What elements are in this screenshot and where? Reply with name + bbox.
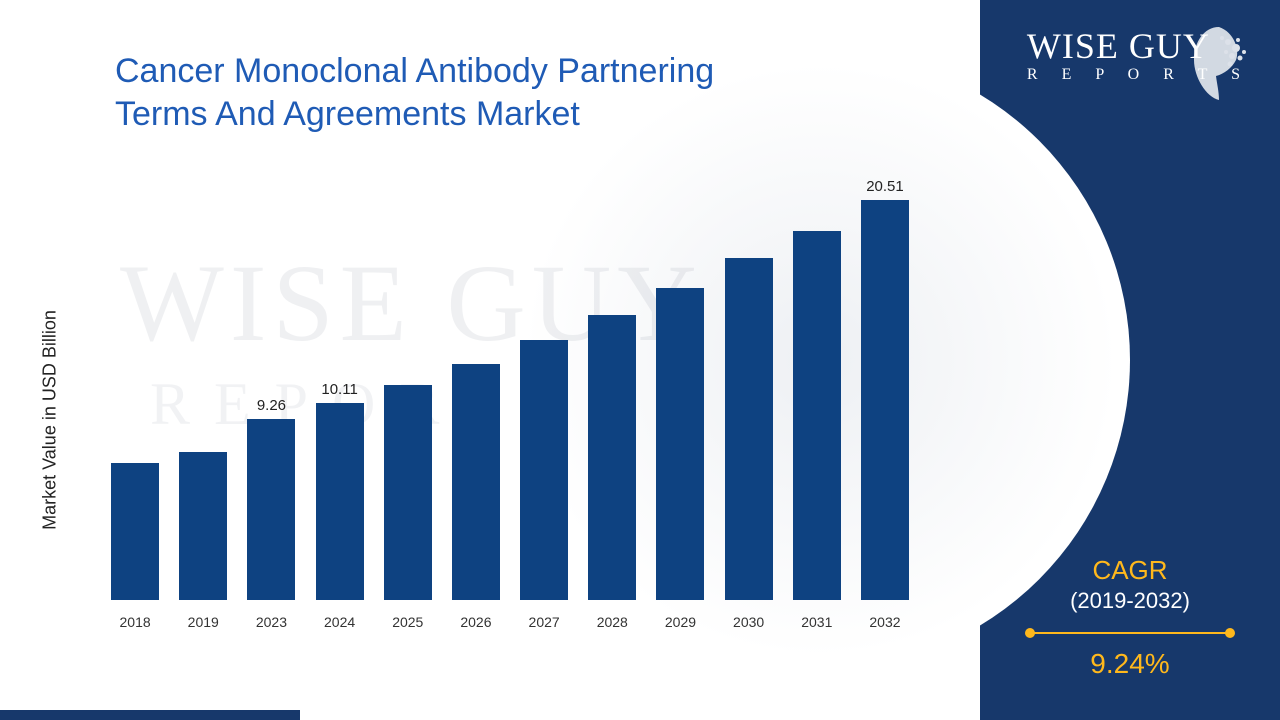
bar bbox=[452, 364, 500, 600]
x-tick-label: 2025 bbox=[383, 614, 433, 630]
plot-area: 9.26 10.11 20.51 bbox=[100, 190, 920, 600]
bar-column bbox=[724, 190, 774, 600]
bar-column bbox=[587, 190, 637, 600]
right-panel: WISE GUY R E P O R T S CAGR (2019-2032) … bbox=[980, 0, 1280, 720]
bar bbox=[793, 231, 841, 600]
head-dots-icon bbox=[1184, 22, 1254, 102]
x-tick-label: 2023 bbox=[246, 614, 296, 630]
x-tick-label: 2024 bbox=[315, 614, 365, 630]
y-axis-label: Market Value in USD Billion bbox=[40, 310, 61, 530]
bar bbox=[179, 452, 227, 600]
bar-column bbox=[110, 190, 160, 600]
x-tick-label: 2032 bbox=[860, 614, 910, 630]
bar bbox=[588, 315, 636, 600]
bar-column: 10.11 bbox=[315, 190, 365, 600]
bar-column: 9.26 bbox=[246, 190, 296, 600]
bar: 10.11 bbox=[316, 403, 364, 600]
brand-logo: WISE GUY R E P O R T S bbox=[1027, 28, 1250, 84]
bar-chart: Market Value in USD Billion 9.2610.1120.… bbox=[60, 190, 920, 650]
cagr-divider bbox=[1030, 632, 1230, 634]
bar bbox=[725, 258, 773, 600]
page-root: WISE GUY REPORTS Cancer Monoclonal Antib… bbox=[0, 0, 1280, 720]
bottom-accent-bar bbox=[0, 710, 300, 720]
bar-column: 20.51 bbox=[860, 190, 910, 600]
x-tick-label: 2018 bbox=[110, 614, 160, 630]
bar-column bbox=[451, 190, 501, 600]
bar-column bbox=[178, 190, 228, 600]
chart-title: Cancer Monoclonal Antibody Partnering Te… bbox=[115, 50, 755, 135]
bar-value-label: 20.51 bbox=[866, 178, 904, 195]
bar bbox=[656, 288, 704, 600]
bar bbox=[384, 385, 432, 600]
cagr-title: CAGR bbox=[1010, 555, 1250, 586]
bar: 20.51 bbox=[861, 200, 909, 600]
bar bbox=[111, 463, 159, 600]
x-tick-label: 2029 bbox=[655, 614, 705, 630]
bar bbox=[520, 340, 568, 600]
x-tick-label: 2026 bbox=[451, 614, 501, 630]
x-axis: 2018 2019 2023 2024 2025 2026 2027 2028 2029 2030… bbox=[100, 614, 920, 630]
bar-value-label: 10.11 bbox=[321, 381, 357, 398]
bar-column bbox=[519, 190, 569, 600]
bar-column bbox=[792, 190, 842, 600]
x-tick-label: 2019 bbox=[178, 614, 228, 630]
x-tick-label: 2027 bbox=[519, 614, 569, 630]
cagr-range: (2019-2032) bbox=[1010, 588, 1250, 614]
bar-value-label: 9.26 bbox=[257, 397, 286, 414]
x-tick-label: 2031 bbox=[792, 614, 842, 630]
cagr-value: 9.24% bbox=[1010, 648, 1250, 680]
x-tick-label: 2030 bbox=[724, 614, 774, 630]
x-tick-label: 2028 bbox=[587, 614, 637, 630]
bar: 9.26 bbox=[247, 419, 295, 600]
bar-column bbox=[383, 190, 433, 600]
cagr-block: CAGR (2019-2032) 9.24% bbox=[1010, 555, 1250, 680]
bar-column bbox=[655, 190, 705, 600]
